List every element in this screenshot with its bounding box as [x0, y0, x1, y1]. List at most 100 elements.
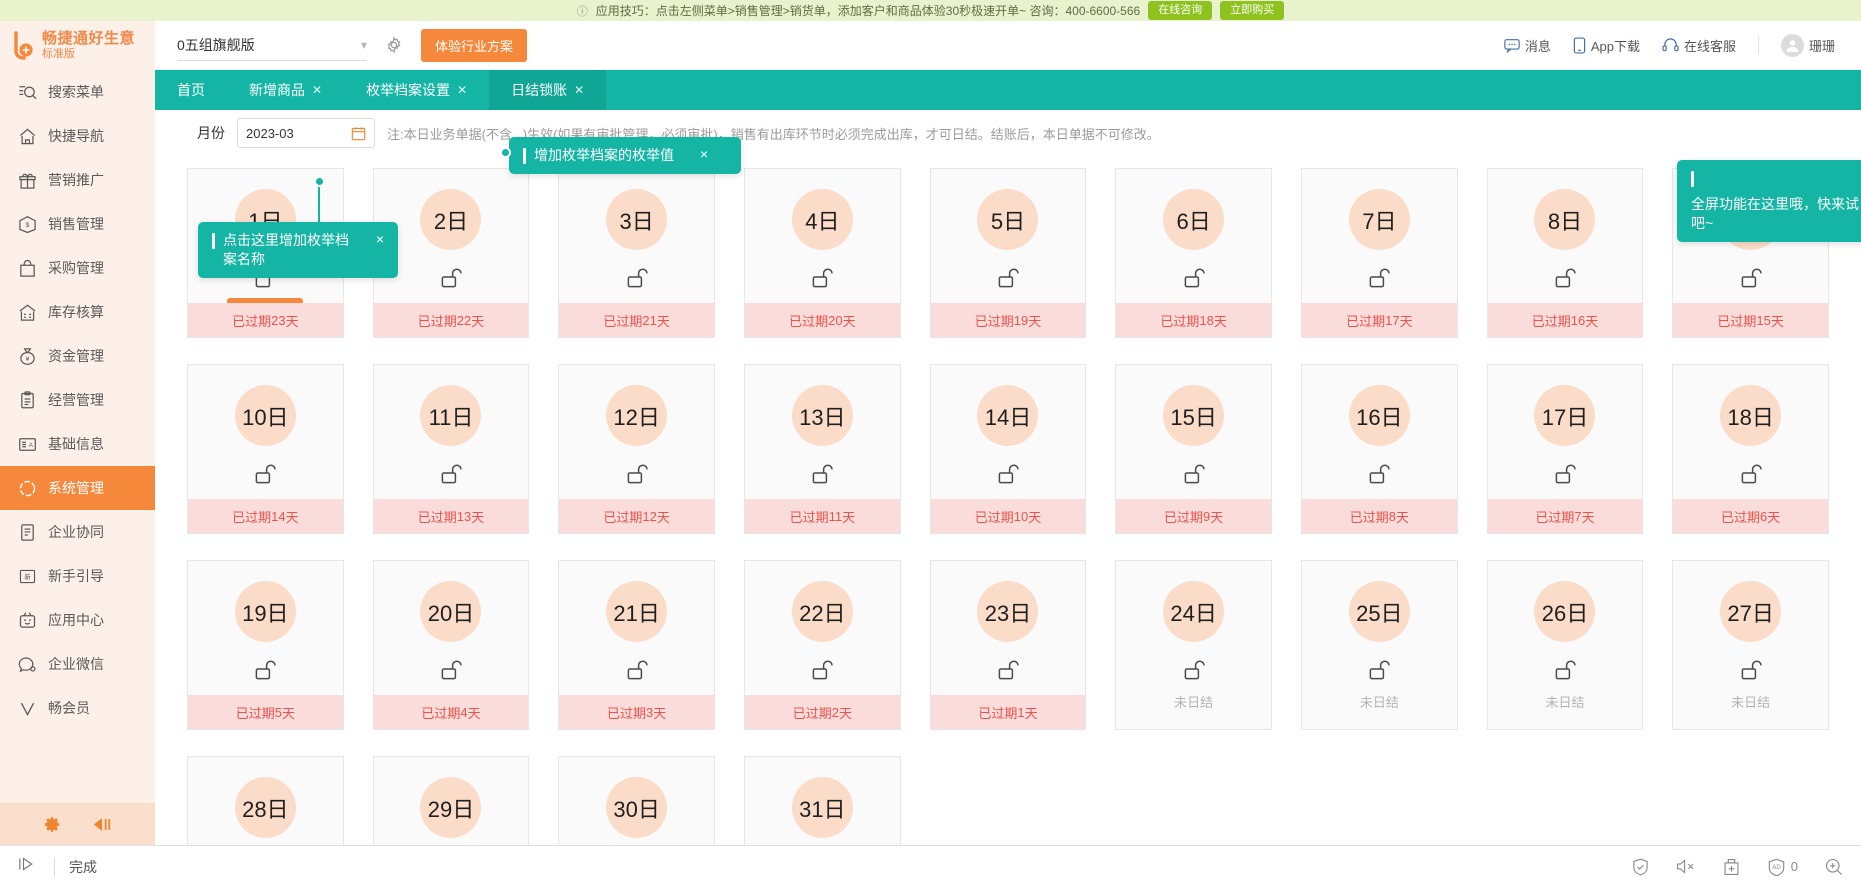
logo-block[interactable]: 畅捷通好生意 标准版: [0, 21, 155, 70]
day-card[interactable]: 10日未日结已过期14天: [187, 364, 344, 534]
day-number: 30日: [606, 777, 668, 838]
close-icon[interactable]: ✕: [312, 83, 323, 97]
sidebar-item-5[interactable]: 库存核算: [0, 290, 155, 334]
settings-gear-icon[interactable]: [44, 816, 61, 833]
day-card[interactable]: 2日未日结已过期22天: [372, 168, 530, 338]
sidebar-item-3[interactable]: $ 销售管理: [0, 202, 155, 246]
day-card[interactable]: 16日未日结已过期8天: [1301, 364, 1458, 534]
day-card[interactable]: 14日未日结已过期10天: [929, 364, 1087, 534]
sidebar-item-4[interactable]: 采购管理: [0, 246, 155, 290]
day-number: 20日: [420, 581, 482, 642]
close-icon[interactable]: ×: [375, 231, 384, 247]
day-card[interactable]: 26日 未日结: [1486, 560, 1644, 730]
expired-prefix: 已过期: [1160, 313, 1200, 329]
expired-days: 4: [460, 704, 468, 720]
unlock-icon: [997, 266, 1019, 290]
consult-button[interactable]: 在线咨询: [1148, 1, 1213, 20]
tab-0[interactable]: 首页: [155, 70, 227, 110]
day-card[interactable]: 30日未日结: [558, 756, 715, 845]
expired-badge: 已过期 2 天: [745, 695, 900, 729]
expired-badge: 已过期 5 天: [188, 695, 343, 729]
expired-suffix: 天: [1028, 509, 1042, 525]
experience-solution-button[interactable]: 体验行业方案: [421, 28, 528, 62]
newbie-icon: 新: [18, 567, 37, 586]
adblock-icon[interactable]: AD 0: [1767, 858, 1798, 876]
day-number: 19日: [234, 581, 296, 642]
step-icon[interactable]: [18, 856, 40, 877]
day-card[interactable]: 18日未日结已过期6天: [1672, 364, 1829, 534]
day-card[interactable]: 5日未日结已过期19天: [929, 168, 1087, 338]
tab-3[interactable]: 日结锁账 ✕: [489, 70, 607, 110]
day-card[interactable]: 4日未日结已过期20天: [744, 168, 901, 338]
calendar-icon[interactable]: [351, 126, 366, 141]
sidebar-item-13[interactable]: 企业微信: [0, 642, 155, 686]
day-card[interactable]: 22日未日结已过期2天: [744, 560, 901, 730]
day-card[interactable]: 28日未日结: [187, 756, 344, 845]
unlock-icon: [1740, 266, 1762, 290]
day-card[interactable]: 23日未日结已过期1天: [929, 560, 1087, 730]
day-number: 17日: [1534, 385, 1596, 446]
day-card[interactable]: 29日未日结: [372, 756, 530, 845]
expired-badge: 已过期 15 天: [1673, 303, 1828, 337]
gear-icon[interactable]: [385, 36, 403, 54]
user-profile[interactable]: 珊珊: [1780, 33, 1835, 57]
month-input[interactable]: 2023-03: [237, 118, 375, 148]
day-card[interactable]: 15日未日结已过期9天: [1115, 364, 1272, 534]
tab-1[interactable]: 新增商品 ✕: [227, 70, 344, 110]
organization-select[interactable]: 0五组旗舰版 ▾: [177, 30, 367, 61]
expired-badge: 已过期 6 天: [1673, 499, 1828, 533]
day-card[interactable]: 17日未日结已过期7天: [1486, 364, 1644, 534]
sidebar-item-7[interactable]: 经营管理: [0, 378, 155, 422]
buy-now-button[interactable]: 立即购买: [1220, 1, 1285, 20]
add-box-icon[interactable]: [1723, 858, 1740, 876]
sidebar-item-10[interactable]: 企业协同: [0, 510, 155, 554]
expired-prefix: 已过期: [417, 509, 457, 525]
tooltip-enum-archive-value[interactable]: 增加枚举档案的枚举值 ×: [509, 137, 741, 174]
sidebar-item-1[interactable]: 快捷导航: [0, 114, 155, 158]
expired-prefix: 已过期: [1349, 509, 1389, 525]
close-icon[interactable]: ✕: [574, 83, 585, 97]
header-item-app-download[interactable]: App下载: [1573, 36, 1640, 55]
day-card[interactable]: 6日未日结已过期18天: [1115, 168, 1272, 338]
mute-icon[interactable]: [1676, 858, 1696, 875]
tooltip-enum-archive-name[interactable]: 点击这里增加枚举档案名称 ×: [198, 222, 398, 278]
day-card[interactable]: 12日未日结已过期12天: [558, 364, 715, 534]
sidebar-item-11[interactable]: 新 新手引导: [0, 554, 155, 598]
header-item-message[interactable]: 消息: [1504, 36, 1551, 55]
header-item-online-service[interactable]: 在线客服: [1662, 36, 1736, 55]
sidebar-item-9[interactable]: 系统管理: [0, 466, 155, 510]
tab-2[interactable]: 枚举档案设置 ✕: [344, 70, 489, 110]
unlock-icon: [811, 462, 834, 486]
day-card[interactable]: 25日 未日结: [1301, 560, 1458, 730]
unlock-icon: [440, 266, 462, 290]
day-card[interactable]: 24日 未日结: [1115, 560, 1272, 730]
day-card[interactable]: 3日未日结已过期21天: [558, 168, 715, 338]
sidebar-item-6[interactable]: ¥ 资金管理: [0, 334, 155, 378]
tooltip-fullscreen-hint[interactable]: 全屏功能在这里哦，快来试吧~: [1677, 160, 1861, 242]
day-card[interactable]: 27日 未日结: [1672, 560, 1829, 730]
sidebar-item-0[interactable]: 搜索菜单: [0, 70, 155, 114]
sidebar-item-8[interactable]: A 基础信息: [0, 422, 155, 466]
day-card[interactable]: 7日未日结已过期17天: [1301, 168, 1458, 338]
day-card[interactable]: 20日未日结已过期4天: [372, 560, 530, 730]
day-card[interactable]: 19日未日结已过期5天: [187, 560, 344, 730]
expired-suffix: 天: [1210, 509, 1224, 525]
day-card[interactable]: 8日未日结已过期16天: [1486, 168, 1644, 338]
day-card[interactable]: 21日未日结已过期3天: [558, 560, 715, 730]
sales-icon: $: [18, 215, 37, 234]
day-number: 2日: [420, 189, 482, 250]
close-icon[interactable]: ✕: [457, 83, 468, 97]
close-icon[interactable]: ×: [700, 146, 709, 162]
day-card[interactable]: 31日未日结: [744, 756, 901, 845]
header-item-online-service-label: 在线客服: [1683, 38, 1736, 54]
zoom-icon[interactable]: [1825, 858, 1843, 876]
expired-badge: 已过期 22 天: [373, 303, 529, 337]
sidebar-item-2[interactable]: 营销推广: [0, 158, 155, 202]
expired-badge: 已过期 4 天: [373, 695, 529, 729]
day-card[interactable]: 13日未日结已过期11天: [744, 364, 901, 534]
sidebar-item-14[interactable]: 畅会员: [0, 686, 155, 730]
day-card[interactable]: 11日未日结已过期13天: [372, 364, 530, 534]
collapse-sidebar-icon[interactable]: [92, 817, 112, 832]
sidebar-item-12[interactable]: 应用中心: [0, 598, 155, 642]
shield-icon[interactable]: [1632, 858, 1649, 876]
